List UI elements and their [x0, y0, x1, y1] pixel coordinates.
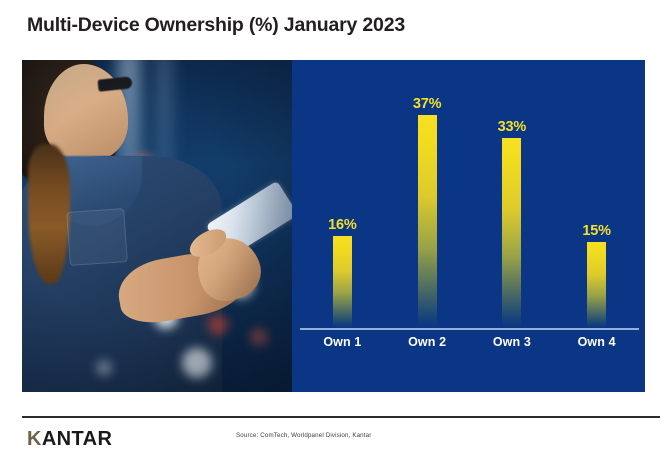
logo-accent-letter: K: [27, 428, 42, 450]
figure-braid: [28, 144, 70, 284]
bar-rect: [587, 242, 607, 328]
bar-rect: [502, 138, 522, 328]
bar-value-label: 15%: [582, 222, 611, 239]
bar-column: 15%: [559, 76, 635, 328]
logo-rest: ANTAR: [41, 428, 113, 450]
source-note: Source: ComTech, Worldpanel Division, Ka…: [236, 432, 372, 439]
page-title: Multi-Device Ownership (%) January 2023: [27, 14, 405, 36]
kantar-logo: KANTAR: [27, 429, 112, 449]
bar-chart: 16% 37% 33% 15% Own 1 Own 2 Own 3 Own 4: [292, 60, 645, 392]
hero-photo: [22, 60, 292, 392]
bokeh-light: [182, 348, 212, 378]
chart-plot-area: 16% 37% 33% 15%: [300, 76, 639, 328]
bar-value-label: 33%: [497, 118, 527, 135]
bar-value-label: 16%: [328, 216, 357, 233]
bar-column: 16%: [304, 76, 380, 328]
photo-vignette: [22, 60, 292, 392]
bar-rect: [332, 236, 352, 328]
x-axis-label: Own 2: [408, 335, 447, 349]
x-axis-line: [300, 328, 639, 330]
bokeh-light: [96, 360, 112, 376]
footer-divider: [22, 416, 660, 418]
x-axis-label: Own 1: [323, 335, 362, 349]
bar-value-label: 37%: [412, 95, 442, 112]
x-axis-label: Own 4: [577, 335, 616, 349]
x-axis-label: Own 3: [492, 335, 531, 349]
bokeh-light: [250, 328, 268, 346]
bar-column: 33%: [474, 76, 550, 328]
chart-panel: 16% 37% 33% 15% Own 1 Own 2 Own 3 Own 4: [22, 60, 645, 392]
bar-column: 37%: [389, 76, 465, 328]
bokeh-light: [208, 315, 228, 335]
x-axis-labels: Own 1 Own 2 Own 3 Own 4: [300, 335, 639, 349]
bar-rect: [417, 115, 437, 328]
